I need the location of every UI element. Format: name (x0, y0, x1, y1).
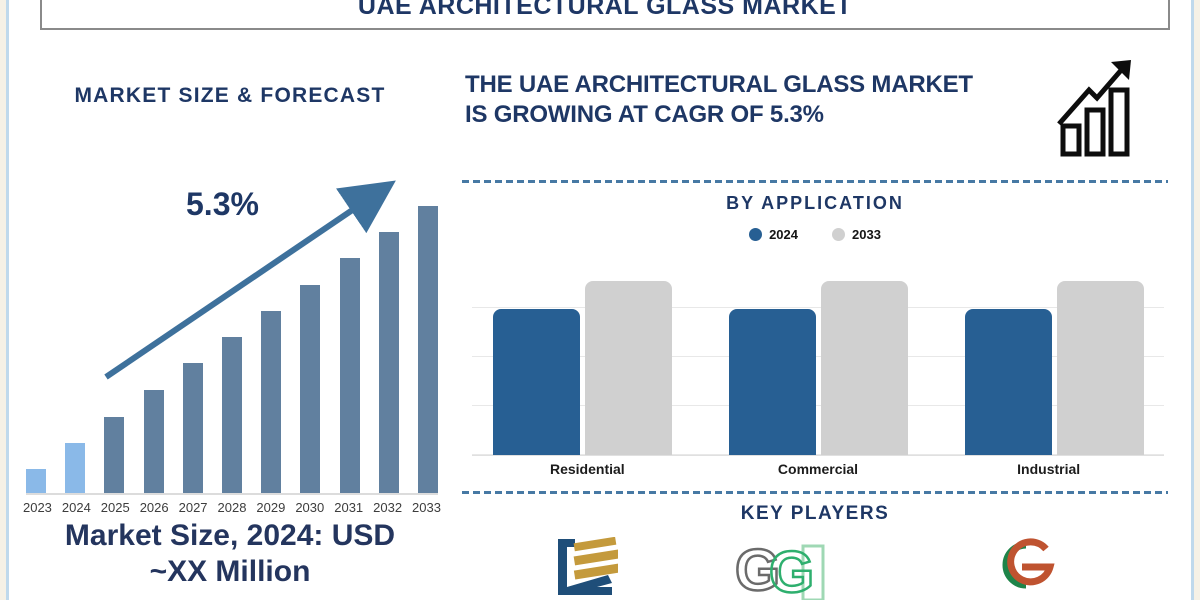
x-tick-2023: 2023 (22, 500, 52, 515)
x-tick-2029: 2029 (256, 500, 286, 515)
bar-group-industrial (965, 281, 1144, 455)
x-tick-2027: 2027 (178, 500, 208, 515)
market-size-note: Market Size, 2024: USD ~XX Million (0, 518, 460, 590)
legend-item-2033: 2033 (832, 227, 881, 242)
cagr-headline-line1: THE UAE ARCHITECTURAL GLASS MARKET (465, 71, 973, 98)
bar-industrial-2024 (965, 309, 1052, 455)
market-size-note-line1: Market Size, 2024: USD (64, 519, 396, 552)
x-tick-2031: 2031 (334, 500, 364, 515)
bar-commercial-2033 (821, 281, 908, 455)
bar-2032 (378, 232, 399, 493)
bar-2024 (65, 443, 86, 493)
application-chart-legend: 2024 2033 (465, 227, 1165, 242)
application-chart (472, 259, 1164, 456)
bar-commercial-2024 (729, 309, 816, 455)
x-tick-2026: 2026 (139, 500, 169, 515)
cagr-headline: THE UAE ARCHITECTURAL GLASS MARKET IS GR… (465, 70, 1050, 130)
green-red-double-g-logo (1002, 538, 1055, 589)
legend-label-2033: 2033 (852, 227, 881, 242)
x-tick-industrial: Industrial (1017, 461, 1081, 477)
svg-text:G: G (769, 540, 814, 600)
x-tick-2025: 2025 (100, 500, 130, 515)
x-tick-2028: 2028 (217, 500, 247, 515)
svg-text:G: G (735, 538, 780, 600)
application-chart-title: BY APPLICATION (726, 193, 904, 213)
left-border-line (6, 0, 9, 600)
dashed-separator-bottom (462, 491, 1168, 494)
bar-2026 (143, 389, 164, 493)
legend-label-2024: 2024 (769, 227, 798, 242)
x-tick-commercial: Commercial (777, 461, 859, 477)
bar-industrial-2033 (1057, 281, 1144, 455)
right-border-line (1191, 0, 1194, 600)
bar-2023 (26, 468, 46, 493)
x-tick-2030: 2030 (295, 500, 325, 515)
dashed-separator-top (462, 180, 1168, 183)
ggi-outline-logo: G G (734, 538, 825, 600)
bar-group-commercial (729, 281, 908, 455)
legend-item-2024: 2024 (749, 227, 798, 242)
legend-dot-2033 (832, 228, 845, 241)
bar-2027 (182, 363, 203, 493)
growth-chart-icon (1057, 60, 1131, 157)
bar-2031 (339, 257, 360, 493)
bar-group-residential (493, 281, 672, 455)
market-size-chart (26, 206, 438, 495)
x-tick-2033: 2033 (412, 500, 441, 515)
cagr-headline-line2: IS GROWING AT CAGR OF 5.3% (465, 101, 824, 128)
market-size-note-line2: ~XX Million (149, 555, 311, 588)
market-size-x-axis: 2023 2024 2025 2026 2027 2028 2029 2030 2031 2032… (18, 500, 446, 515)
key-players-title: KEY PLAYERS (740, 503, 890, 524)
left-margin-strip (0, 0, 6, 600)
bar-2028 (221, 336, 242, 493)
x-tick-2032: 2032 (373, 500, 403, 515)
x-tick-residential: Residential (549, 461, 625, 477)
x-tick-2024: 2024 (61, 500, 91, 515)
bar-residential-2033 (585, 281, 672, 455)
market-size-heading: MARKET SIZE & FORECAST (74, 84, 386, 107)
navy-gold-glass-panel-logo (558, 537, 618, 595)
bar-2033 (417, 206, 438, 493)
application-x-axis: Residential Commercial Industrial (472, 461, 1164, 477)
title-box: UAE ARCHITECTURAL GLASS MARKET (40, 0, 1170, 30)
legend-dot-2024 (749, 228, 763, 241)
bar-2030 (300, 284, 321, 493)
bar-residential-2024 (493, 309, 580, 455)
right-margin-strip (1194, 0, 1200, 600)
bar-2029 (261, 311, 282, 493)
bar-2025 (104, 416, 125, 493)
page-title: UAE ARCHITECTURAL GLASS MARKET (357, 0, 853, 20)
